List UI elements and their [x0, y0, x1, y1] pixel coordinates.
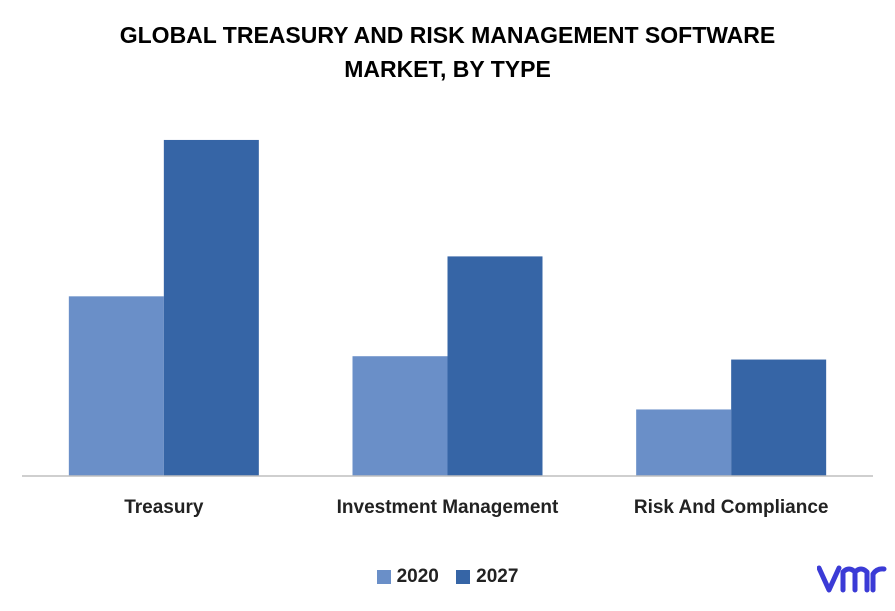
legend: 2020 2027 — [0, 566, 895, 590]
chart-title-line-2: MARKET, BY TYPE — [344, 56, 551, 82]
chart-title: GLOBAL TREASURY AND RISK MANAGEMENT SOFT… — [0, 18, 895, 86]
legend-item-2020: 2020 — [376, 566, 439, 588]
bar-treasury-2027 — [163, 139, 259, 477]
bar-risk-and-compliance-2027 — [731, 359, 827, 476]
x-tick-label: Risk And Compliance — [634, 497, 829, 518]
bar-treasury-2020 — [68, 296, 164, 476]
bar-risk-and-compliance-2020 — [636, 409, 732, 476]
x-tick-labels: Treasury Investment Management Risk And Co… — [124, 497, 828, 518]
vmr-logo-icon — [816, 562, 887, 601]
bar-investment-management-2027 — [447, 256, 543, 476]
bar-investment-management-2020 — [352, 356, 448, 476]
bar-group — [68, 139, 827, 477]
legend-label-2020: 2020 — [396, 566, 439, 587]
chart-title-line-1: GLOBAL TREASURY AND RISK MANAGEMENT SOFT… — [119, 22, 776, 48]
x-tick-label: Investment Management — [337, 497, 559, 518]
legend-swatch-2027 — [456, 570, 471, 584]
legend-label-2027: 2027 — [476, 566, 519, 587]
legend-swatch-2020 — [376, 570, 391, 584]
x-tick-label: Treasury — [124, 497, 204, 518]
legend-item-2027: 2027 — [456, 566, 518, 588]
